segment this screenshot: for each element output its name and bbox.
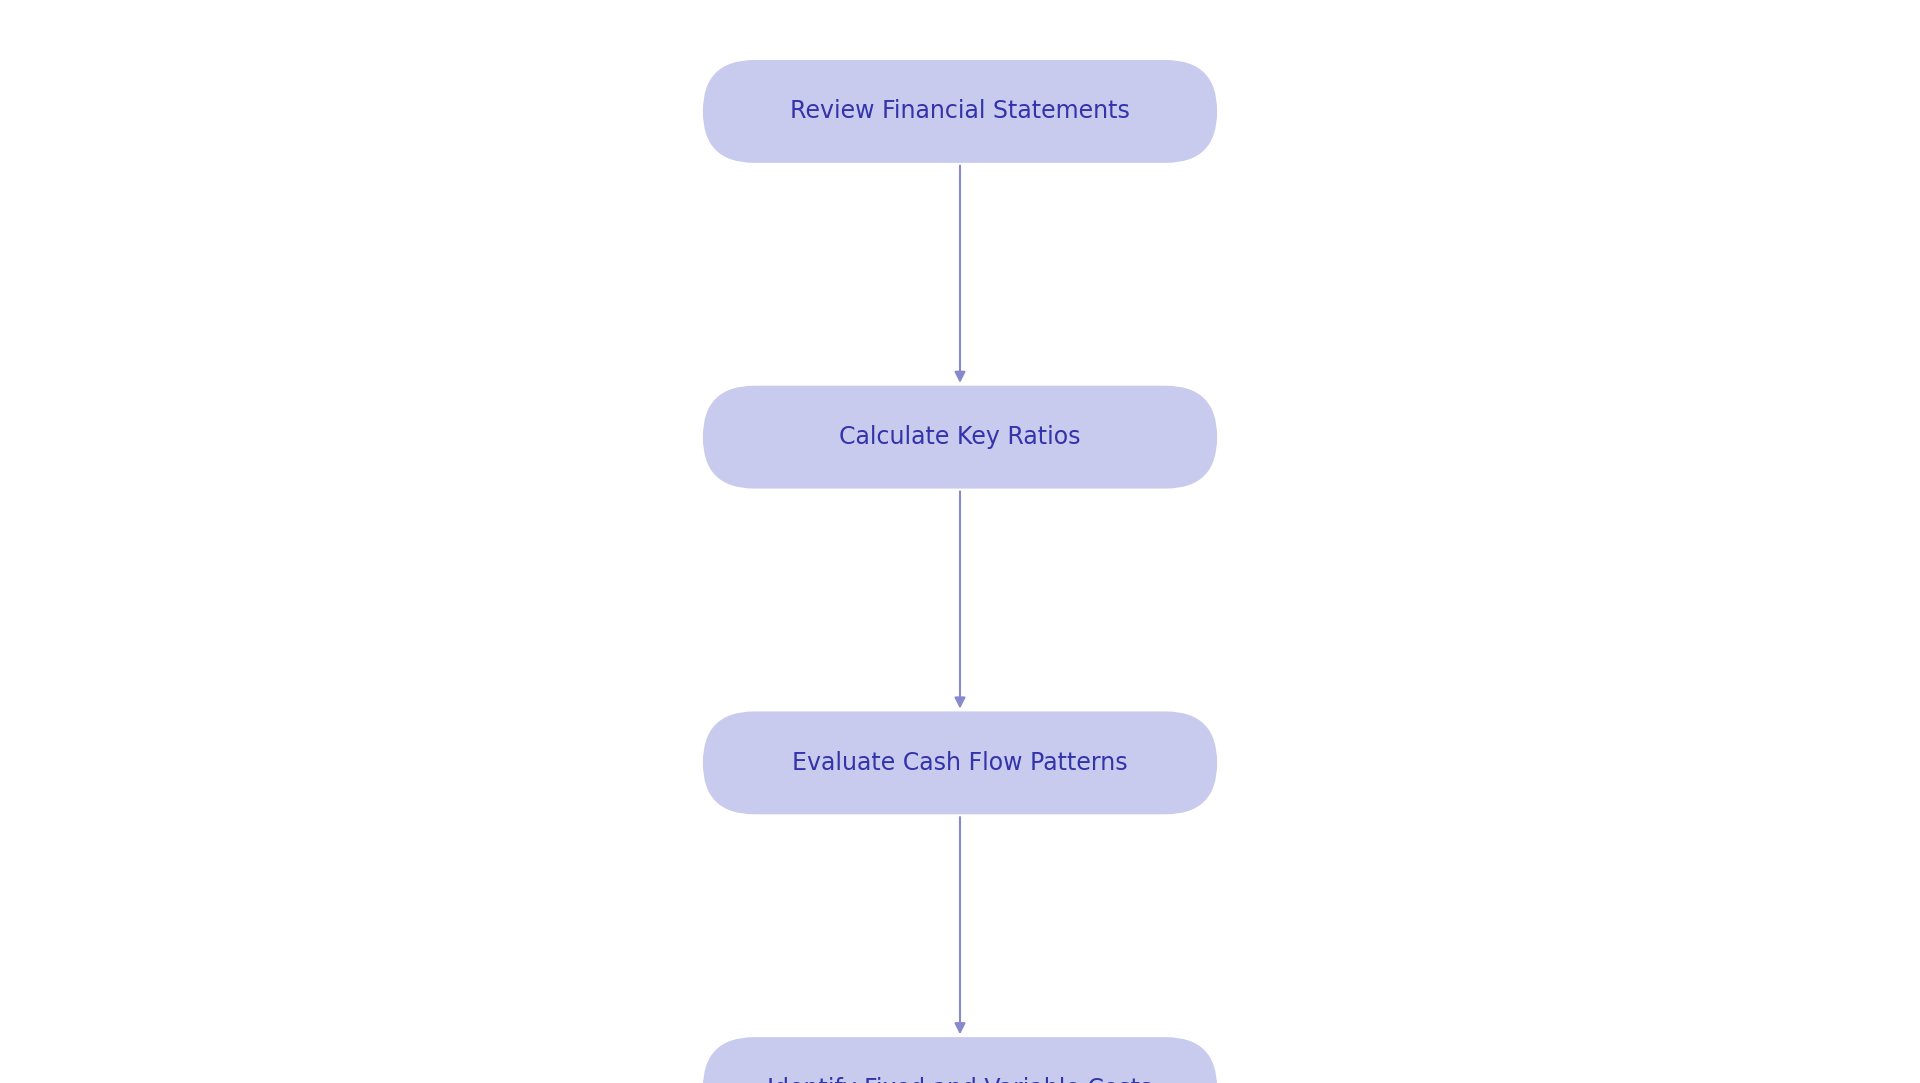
Text: Review Financial Statements: Review Financial Statements (789, 100, 1131, 123)
Text: Identify Fixed and Variable Costs: Identify Fixed and Variable Costs (768, 1077, 1152, 1083)
FancyBboxPatch shape (703, 386, 1217, 488)
FancyBboxPatch shape (703, 1038, 1217, 1083)
FancyBboxPatch shape (703, 60, 1217, 162)
Text: Evaluate Cash Flow Patterns: Evaluate Cash Flow Patterns (793, 751, 1127, 774)
Text: Calculate Key Ratios: Calculate Key Ratios (839, 426, 1081, 449)
FancyBboxPatch shape (703, 712, 1217, 814)
